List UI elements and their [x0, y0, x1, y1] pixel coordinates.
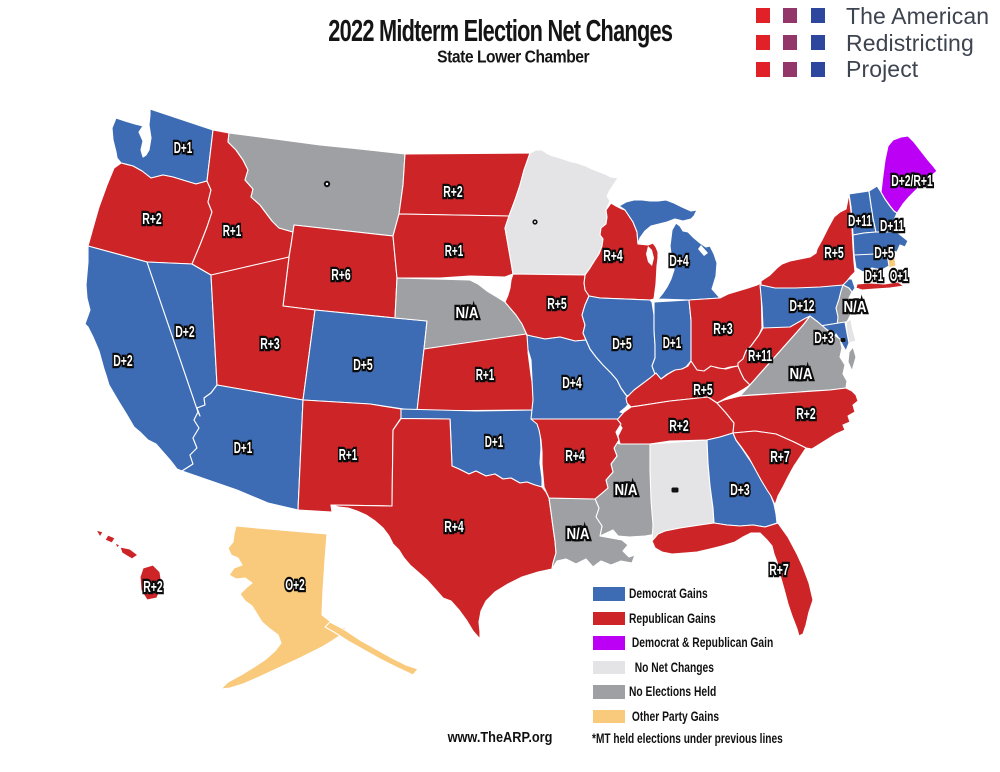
- svg-text:R+2: R+2: [142, 211, 162, 228]
- svg-text:R+1: R+1: [223, 223, 242, 240]
- svg-text:D+4: D+4: [562, 375, 582, 392]
- svg-text:R+2: R+2: [443, 184, 463, 201]
- svg-text:D+11: D+11: [848, 213, 872, 230]
- svg-text:D+11: D+11: [880, 218, 904, 235]
- svg-text:D+5: D+5: [353, 357, 373, 374]
- svg-text:R+4: R+4: [444, 519, 464, 536]
- svg-text:O+2: O+2: [285, 577, 305, 594]
- svg-text:R+6: R+6: [331, 267, 351, 284]
- svg-text:R+5: R+5: [824, 245, 844, 262]
- svg-text:D+1: D+1: [865, 268, 884, 285]
- svg-text:D+3: D+3: [814, 330, 834, 347]
- svg-text:N/A: N/A: [456, 305, 479, 322]
- svg-text:R+3: R+3: [713, 321, 733, 338]
- svg-text:D+2/R+1: D+2/R+1: [891, 173, 933, 190]
- svg-text:D+5: D+5: [612, 336, 632, 353]
- svg-text:D+4: D+4: [669, 253, 689, 270]
- svg-text:D+2: D+2: [113, 353, 133, 370]
- svg-text:D+12: D+12: [790, 298, 815, 315]
- svg-text:R+7: R+7: [770, 449, 790, 466]
- svg-text:R+3: R+3: [260, 336, 280, 353]
- svg-text:D+5: D+5: [874, 245, 894, 262]
- svg-text:R+4: R+4: [603, 248, 623, 265]
- svg-text:N/A: N/A: [615, 482, 638, 499]
- svg-text:R+2: R+2: [143, 579, 163, 596]
- svg-text:R+4: R+4: [565, 448, 585, 465]
- svg-text:O+1: O+1: [890, 268, 909, 285]
- svg-text:R+1: R+1: [339, 447, 358, 464]
- svg-text:D+1: D+1: [234, 440, 253, 457]
- svg-text:R+2: R+2: [669, 418, 689, 435]
- svg-text:R+1: R+1: [445, 243, 464, 260]
- svg-text:R+5: R+5: [693, 382, 713, 399]
- svg-text:N/A: N/A: [567, 526, 590, 543]
- svg-text:D+1: D+1: [174, 140, 193, 157]
- svg-text:D+1: D+1: [663, 335, 682, 352]
- svg-text:R+1: R+1: [476, 367, 495, 384]
- svg-text:R+11: R+11: [748, 348, 772, 365]
- svg-text:N/A: N/A: [790, 366, 813, 383]
- svg-text:R+2: R+2: [796, 406, 816, 423]
- svg-text:D+2: D+2: [175, 324, 195, 341]
- svg-text:R+7: R+7: [769, 562, 789, 579]
- svg-text:N/A: N/A: [844, 299, 867, 316]
- svg-text:D+1: D+1: [485, 434, 504, 451]
- svg-text:R+5: R+5: [547, 296, 567, 313]
- svg-text:D+3: D+3: [730, 482, 750, 499]
